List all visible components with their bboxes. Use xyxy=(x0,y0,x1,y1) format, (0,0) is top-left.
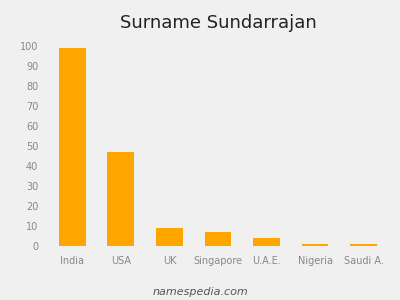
Text: namespedia.com: namespedia.com xyxy=(152,287,248,297)
Bar xyxy=(350,244,377,246)
Bar xyxy=(205,232,231,246)
Bar xyxy=(253,238,280,246)
Title: Surname Sundarrajan: Surname Sundarrajan xyxy=(120,14,316,32)
Bar xyxy=(302,244,328,246)
Bar xyxy=(59,48,86,246)
Bar xyxy=(156,228,183,246)
Bar xyxy=(108,152,134,246)
